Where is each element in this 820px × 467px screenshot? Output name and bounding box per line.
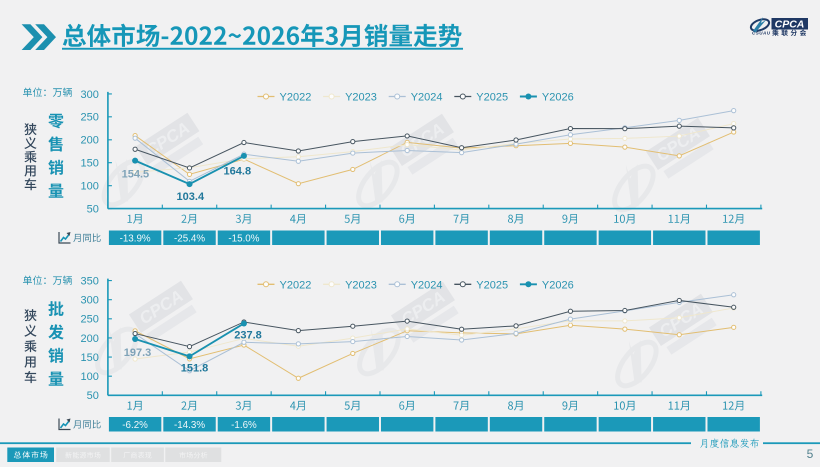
- svg-text:Y2025: Y2025: [476, 92, 508, 104]
- svg-text:154.5: 154.5: [122, 168, 150, 180]
- svg-text:-25.4%: -25.4%: [174, 233, 205, 244]
- svg-text:-6.2%: -6.2%: [122, 420, 148, 431]
- svg-text:237.8: 237.8: [234, 330, 262, 342]
- svg-text:-15.0%: -15.0%: [228, 233, 259, 244]
- svg-text:Y2023: Y2023: [345, 92, 377, 104]
- svg-text:Y2026: Y2026: [542, 279, 574, 291]
- svg-text:250: 250: [81, 112, 99, 124]
- svg-text:100: 100: [81, 371, 99, 383]
- svg-text:5: 5: [807, 447, 814, 461]
- svg-text:200: 200: [81, 333, 99, 345]
- svg-text:197.3: 197.3: [124, 347, 152, 359]
- svg-text:Y2022: Y2022: [280, 92, 312, 104]
- svg-text:Y2025: Y2025: [476, 279, 508, 291]
- svg-text:Y2024: Y2024: [411, 279, 443, 291]
- svg-text:300: 300: [81, 89, 99, 101]
- svg-text:151.8: 151.8: [181, 363, 209, 375]
- svg-text:103.4: 103.4: [177, 191, 205, 203]
- svg-text:300: 300: [81, 295, 99, 307]
- svg-text:50: 50: [87, 204, 99, 216]
- svg-text:250: 250: [81, 314, 99, 326]
- svg-text:200: 200: [81, 135, 99, 147]
- svg-text:150: 150: [81, 352, 99, 364]
- svg-text:Y2026: Y2026: [542, 92, 574, 104]
- svg-text:-13.9%: -13.9%: [120, 233, 151, 244]
- svg-text:50: 50: [87, 390, 99, 402]
- svg-text:-14.3%: -14.3%: [174, 420, 205, 431]
- svg-text:Y2022: Y2022: [280, 279, 312, 291]
- svg-text:CPCA: CPCA: [775, 19, 805, 31]
- svg-text:164.8: 164.8: [224, 166, 252, 178]
- svg-text:Y2023: Y2023: [345, 279, 377, 291]
- svg-text:Y2024: Y2024: [411, 92, 443, 104]
- svg-text:150: 150: [81, 158, 99, 170]
- svg-text:-1.6%: -1.6%: [231, 420, 257, 431]
- svg-text:CSUAU: CSUAU: [752, 31, 771, 36]
- svg-text:100: 100: [81, 181, 99, 193]
- svg-text:350: 350: [81, 276, 99, 288]
